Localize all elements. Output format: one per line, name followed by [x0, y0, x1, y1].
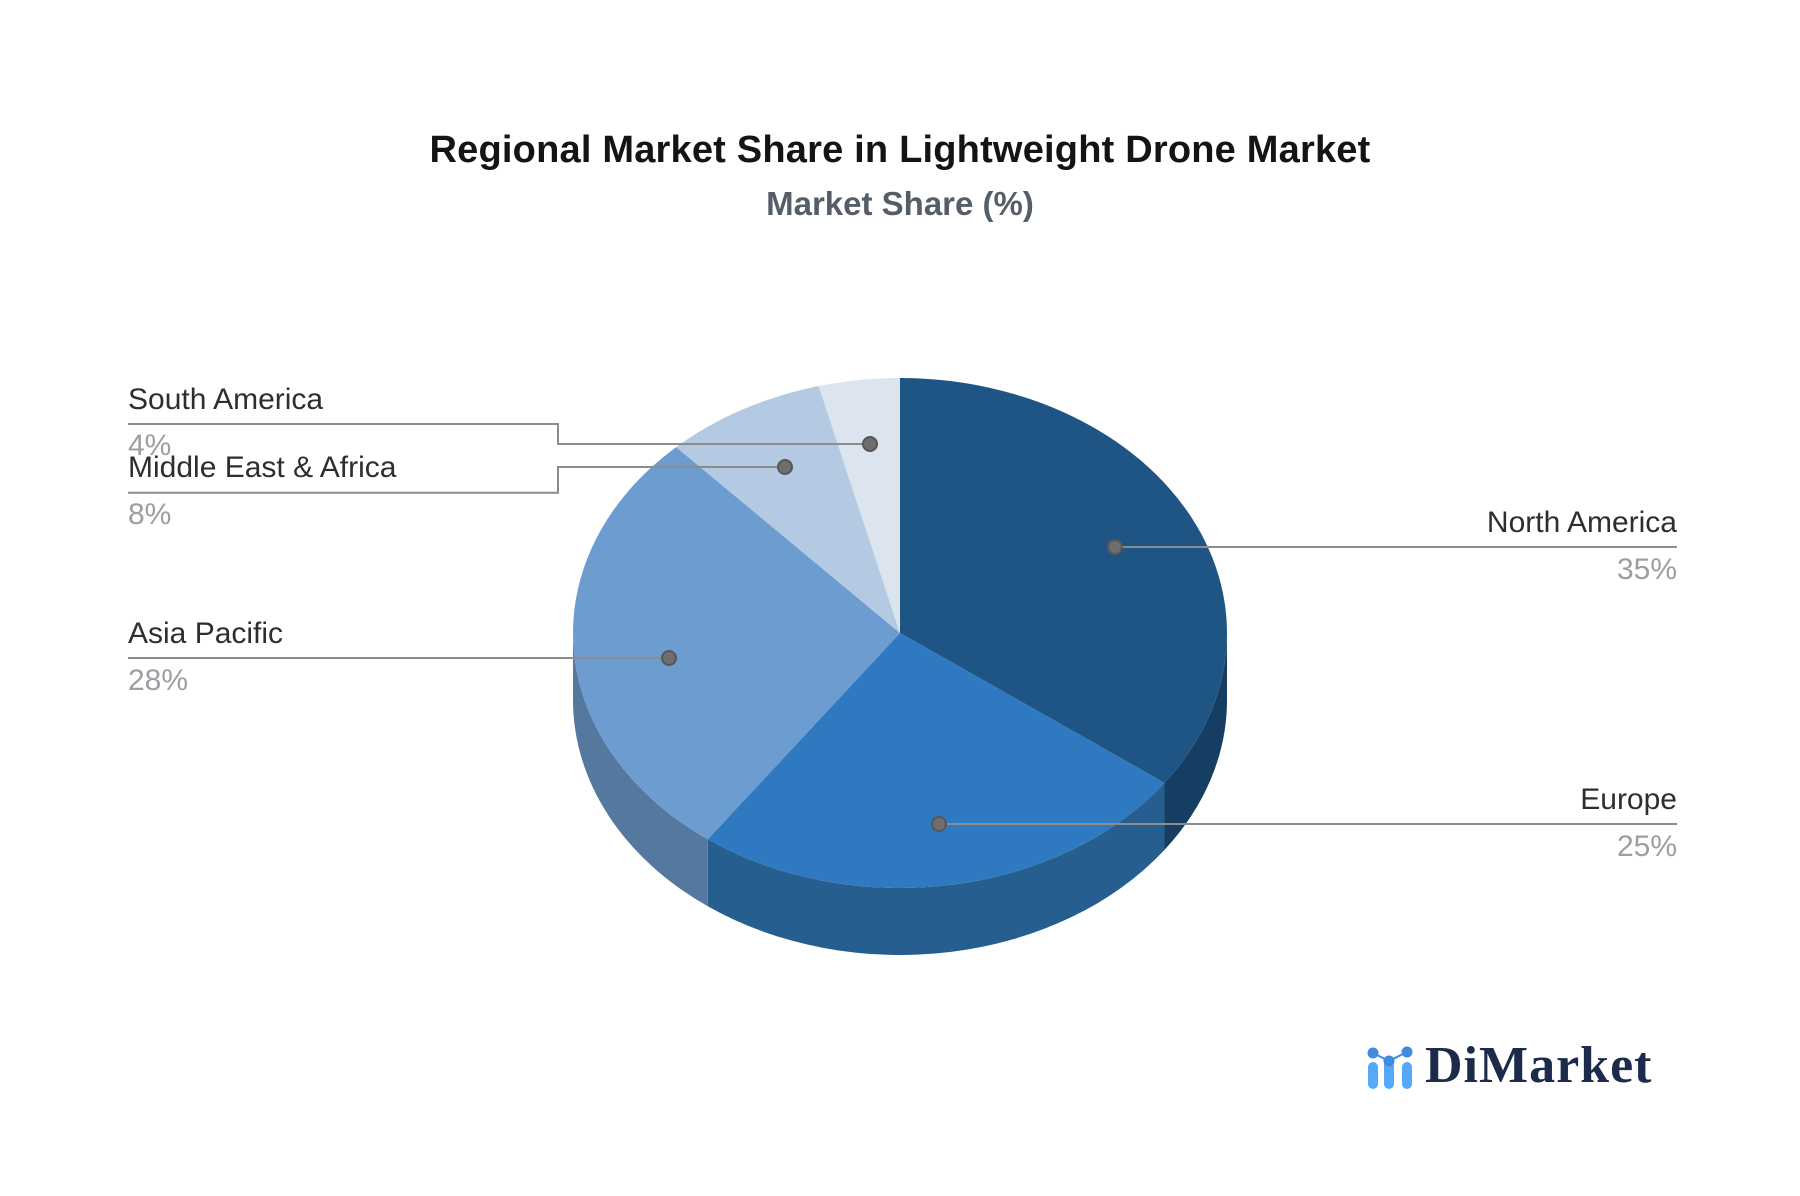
- leader-dot-south-america: [862, 436, 878, 452]
- callout-value-south-america: 4%: [128, 429, 172, 462]
- callout-label-asia-pacific: Asia Pacific: [128, 617, 284, 650]
- pie-slice-south-america[interactable]: [818, 378, 900, 633]
- leader-line-south-america: [128, 423, 870, 445]
- pie-side-asia-pacific: [573, 633, 708, 907]
- callout-value-europe: 25%: [1616, 830, 1677, 863]
- callout-value-middle-east-africa: 8%: [128, 498, 172, 531]
- leader-line-middle-east-africa: [128, 466, 785, 494]
- dimarket-logo: DiMarket: [1367, 1038, 1652, 1095]
- leader-dot-asia-pacific: [661, 650, 677, 666]
- callout-label-south-america: South America: [128, 383, 324, 416]
- callout-value-asia-pacific: 28%: [128, 664, 189, 697]
- pie-slice-asia-pacific[interactable]: [573, 447, 900, 840]
- pie-side-europe: [707, 782, 1165, 955]
- chart-subtitle: Market Share (%): [766, 185, 1034, 222]
- leader-dot-middle-east-africa: [777, 459, 793, 475]
- callout-label-north-america: North America: [1486, 506, 1677, 539]
- chart-title: Regional Market Share in Lightweight Dro…: [429, 129, 1371, 171]
- pie-slice-middle-east-africa[interactable]: [676, 386, 900, 633]
- pie-slice-north-america[interactable]: [900, 378, 1227, 783]
- leader-dot-north-america: [1107, 539, 1123, 555]
- dimarket-logo-text: DiMarket: [1425, 1037, 1653, 1094]
- callout-value-north-america: 35%: [1616, 553, 1677, 586]
- leader-dot-europe: [931, 816, 947, 832]
- pie-side-north-america: [1164, 633, 1227, 850]
- callout-label-middle-east-africa: Middle East & Africa: [128, 451, 397, 484]
- callout-label-europe: Europe: [1580, 783, 1677, 816]
- bar-chart-logo-icon: [1367, 1046, 1413, 1095]
